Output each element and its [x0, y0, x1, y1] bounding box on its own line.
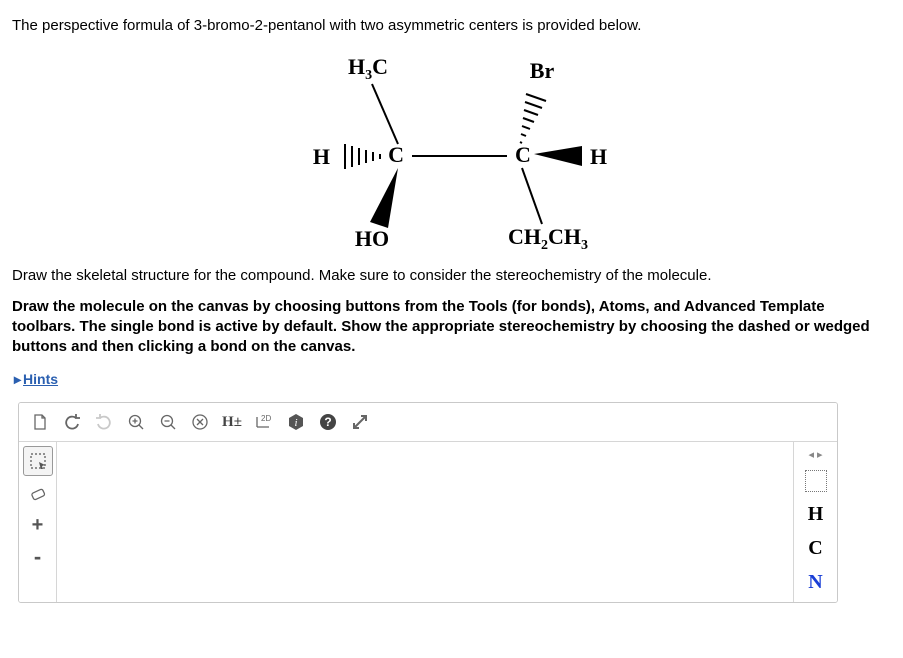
atom-C-button[interactable]: C [799, 532, 833, 564]
drawing-editor: H± 2D i ? + - ◂ ▸ [18, 402, 838, 603]
zoom-in-icon[interactable] [121, 407, 151, 437]
marquee-tool-icon[interactable] [23, 446, 53, 476]
info-hex-icon[interactable]: i [281, 407, 311, 437]
delete-icon[interactable] [185, 407, 215, 437]
zoom-out-icon[interactable] [153, 407, 183, 437]
periodic-table-icon[interactable] [801, 466, 831, 496]
top-toolbar: H± 2D i ? [19, 403, 837, 442]
expand-icon[interactable] [345, 407, 375, 437]
intro-text: The perspective formula of 3-bromo-2-pen… [12, 16, 891, 36]
plus-tool-icon[interactable]: + [23, 510, 53, 540]
right-toolbar: ◂ ▸ H C N [793, 442, 837, 602]
svg-text:H: H [590, 144, 607, 169]
atom-scroll-arrows[interactable]: ◂ ▸ [808, 444, 822, 464]
undo-icon[interactable] [57, 407, 87, 437]
instruction-1: Draw the skeletal structure for the comp… [12, 266, 891, 286]
atom-N-button[interactable]: N [799, 566, 833, 598]
svg-text:C: C [515, 142, 531, 167]
minus-tool-icon[interactable]: - [23, 542, 53, 572]
help-icon[interactable]: ? [313, 407, 343, 437]
hints-toggle[interactable]: Hints [14, 371, 58, 388]
new-file-icon[interactable] [25, 407, 55, 437]
eraser-tool-icon[interactable] [23, 478, 53, 508]
molecule-structure-figure: C C H3C HO H Br H CH2CH3 [272, 46, 632, 256]
svg-text:H: H [312, 144, 329, 169]
instruction-2: Draw the molecule on the canvas by choos… [12, 297, 891, 358]
svg-text:C: C [388, 142, 404, 167]
left-toolbar: + - [19, 442, 57, 602]
atom-H-button[interactable]: H [799, 498, 833, 530]
h-plusminus-icon[interactable]: H± [217, 407, 247, 437]
drawing-canvas[interactable] [57, 442, 793, 602]
svg-text:CH2CH3: CH2CH3 [508, 224, 588, 253]
svg-text:Br: Br [529, 58, 554, 83]
svg-text:H3C: H3C [347, 54, 387, 83]
svg-text:?: ? [324, 415, 331, 429]
2d-icon[interactable]: 2D [249, 407, 279, 437]
svg-text:2D: 2D [261, 414, 271, 423]
svg-text:HO: HO [354, 226, 388, 251]
svg-text:i: i [294, 417, 297, 429]
redo-icon[interactable] [89, 407, 119, 437]
